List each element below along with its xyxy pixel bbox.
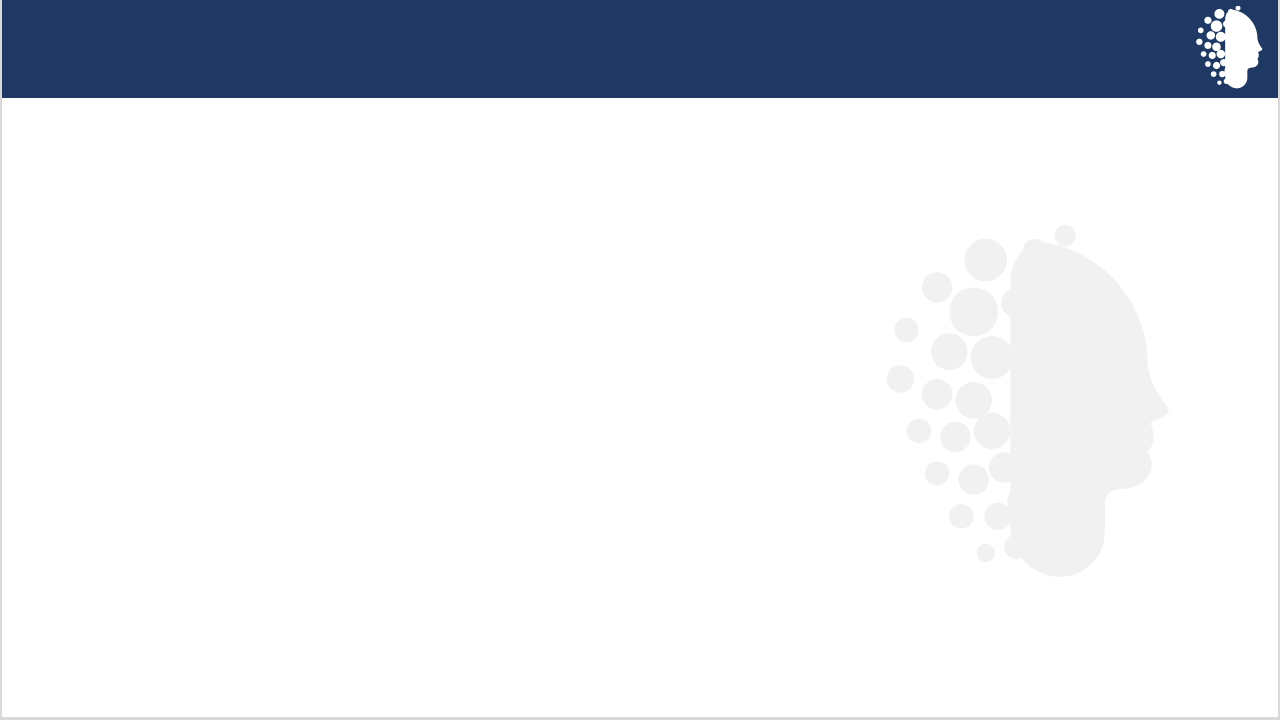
report-header — [2, 0, 1278, 98]
